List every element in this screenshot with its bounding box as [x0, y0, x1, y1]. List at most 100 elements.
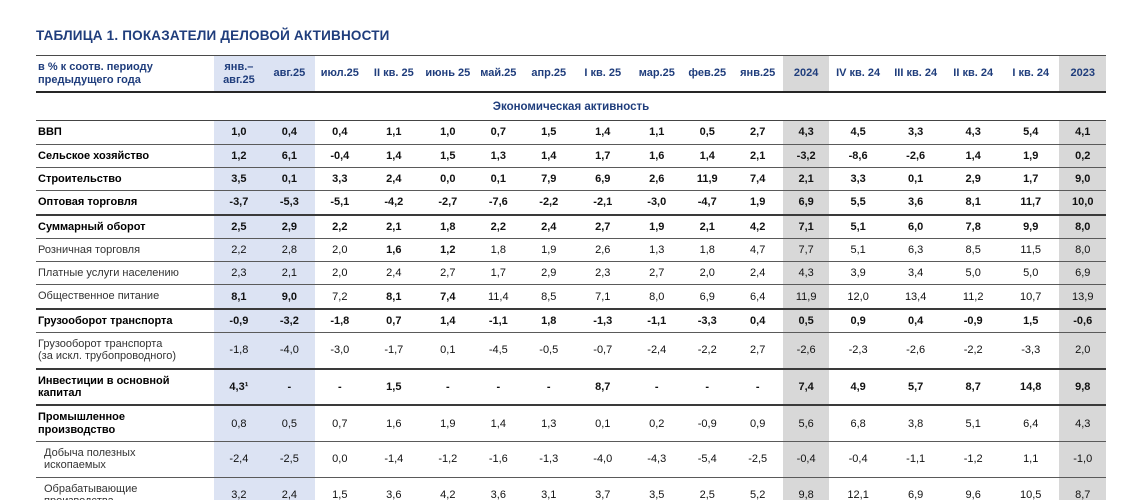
value-cell: 2,0	[699, 267, 715, 280]
value-cell: -	[264, 368, 315, 406]
value-cell: 12,1	[847, 488, 869, 500]
value-cell: 4,3	[1059, 405, 1106, 442]
value-cell: 4,2	[440, 488, 456, 500]
value-cell: -3,3	[1021, 344, 1041, 357]
value-cell: -2,2	[963, 344, 983, 357]
value-cell: 2,5	[699, 488, 715, 500]
value-cell: 4,3¹	[213, 368, 265, 406]
value-cell: 3,6	[386, 488, 402, 500]
value-cell: 3,1	[541, 488, 557, 500]
value-cell: 5,1	[965, 417, 981, 430]
value-cell: 1,4	[386, 149, 402, 162]
value-cell: 1,6	[386, 417, 402, 430]
value-cell: 1,8	[440, 220, 456, 233]
value-cell: 8,7	[595, 381, 611, 394]
value-cell: 6,9	[908, 488, 924, 500]
value-cell: 3,6	[908, 196, 924, 209]
value-cell: 0,1	[595, 417, 611, 430]
value-cell: 2,3	[595, 267, 611, 280]
value-cell: 2,2	[490, 220, 506, 233]
value-cell: -5,1	[330, 196, 350, 209]
column-header: апр.25	[531, 67, 567, 80]
value-cell: 7,1	[595, 290, 611, 303]
value-cell: 1,5	[440, 149, 456, 162]
value-cell: 8,0	[1059, 238, 1106, 262]
value-cell: 3,9	[850, 267, 866, 280]
header-row: в % к соотв. периоду предыдущего года ян…	[36, 55, 1106, 93]
value-cell: 1,2	[213, 144, 265, 168]
value-cell: -0,4	[782, 441, 830, 478]
value-cell: 1,4	[595, 126, 611, 139]
value-cell: 5,7	[908, 381, 924, 394]
row-label: ВВП	[38, 126, 62, 139]
row-label: Грузооборот транспорта	[38, 314, 173, 327]
value-cell: 2,3	[213, 261, 265, 285]
value-cell: -2,4	[213, 441, 265, 478]
value-cell: 1,4	[965, 149, 981, 162]
value-cell: -	[496, 381, 501, 394]
value-cell: 6,4	[1023, 417, 1039, 430]
value-cell: 2,7	[595, 220, 611, 233]
value-cell: -2,6	[906, 344, 926, 357]
value-cell: 2,9	[264, 214, 315, 239]
value-cell: 1,7	[1023, 173, 1039, 186]
value-cell: 8,0	[1059, 214, 1106, 239]
row-label: Суммарный оборот	[38, 220, 146, 233]
value-cell: 2,7	[649, 267, 665, 280]
value-cell: 4,7	[750, 244, 766, 256]
value-cell: 3,6	[490, 488, 506, 500]
value-cell: -5,3	[264, 190, 315, 215]
value-cell: -2,2	[539, 196, 559, 209]
value-cell: 8,7	[1059, 477, 1106, 500]
value-cell: 10,0	[1059, 190, 1106, 215]
value-cell: 3,3	[332, 173, 348, 186]
value-cell: 0,0	[332, 453, 348, 466]
value-cell: -0,4	[848, 453, 868, 466]
unit-label: в % к соотв. периоду предыдущего года	[38, 61, 153, 86]
value-cell: 0,9	[850, 314, 866, 327]
value-cell: -4,3	[647, 453, 667, 466]
value-cell: 7,4	[440, 290, 456, 303]
value-cell: -7,6	[488, 196, 508, 209]
value-cell: -0,4	[330, 149, 350, 162]
value-cell: 8,1	[213, 284, 265, 309]
value-cell: 1,8	[699, 244, 715, 256]
value-cell: 4,5	[850, 126, 866, 139]
value-cell: 2,0	[332, 244, 348, 256]
value-cell: 7,9	[541, 173, 557, 186]
value-cell: 0,7	[386, 314, 402, 327]
value-cell: 1,1	[1023, 453, 1039, 466]
value-cell: -3,0	[330, 344, 350, 357]
value-cell: -1,8	[213, 332, 265, 369]
value-cell: 2,9	[965, 173, 981, 186]
value-cell: 1,2	[440, 244, 456, 256]
value-cell: 2,9	[541, 267, 557, 280]
value-cell: 0,5	[782, 308, 830, 333]
value-cell: 0,4	[750, 314, 766, 327]
value-cell: 0,8	[213, 405, 265, 442]
value-cell: -4,0	[264, 332, 315, 369]
table-row: Оптовая торговля -3,7 -5,3 -5,1 -4,2 -2,7 -7,6…	[36, 190, 1106, 215]
value-cell: 8,5	[541, 290, 557, 303]
value-cell: -2,2	[697, 344, 717, 357]
value-cell: 7,8	[965, 220, 981, 233]
value-cell: -1,7	[384, 344, 404, 357]
value-cell: 2,7	[750, 344, 766, 357]
value-cell: -1,0	[1059, 441, 1106, 478]
value-cell: -0,9	[213, 308, 265, 333]
value-cell: 2,0	[332, 267, 348, 280]
value-cell: 4,3	[965, 126, 981, 139]
value-cell: 1,1	[649, 126, 665, 139]
value-cell: 0,5	[699, 126, 715, 139]
value-cell: -3,3	[697, 314, 717, 327]
value-cell: 0,9	[750, 417, 766, 430]
value-cell: 1,5	[332, 488, 348, 500]
value-cell: 2,4	[541, 220, 557, 233]
value-cell: 1,9	[440, 417, 456, 430]
column-header: июнь 25	[425, 67, 471, 80]
value-cell: -2,6	[906, 149, 926, 162]
value-cell: 11,5	[1020, 244, 1042, 256]
value-cell: 2,1	[750, 149, 766, 162]
value-cell: 1,6	[649, 149, 665, 162]
column-header: I кв. 25	[584, 67, 622, 80]
